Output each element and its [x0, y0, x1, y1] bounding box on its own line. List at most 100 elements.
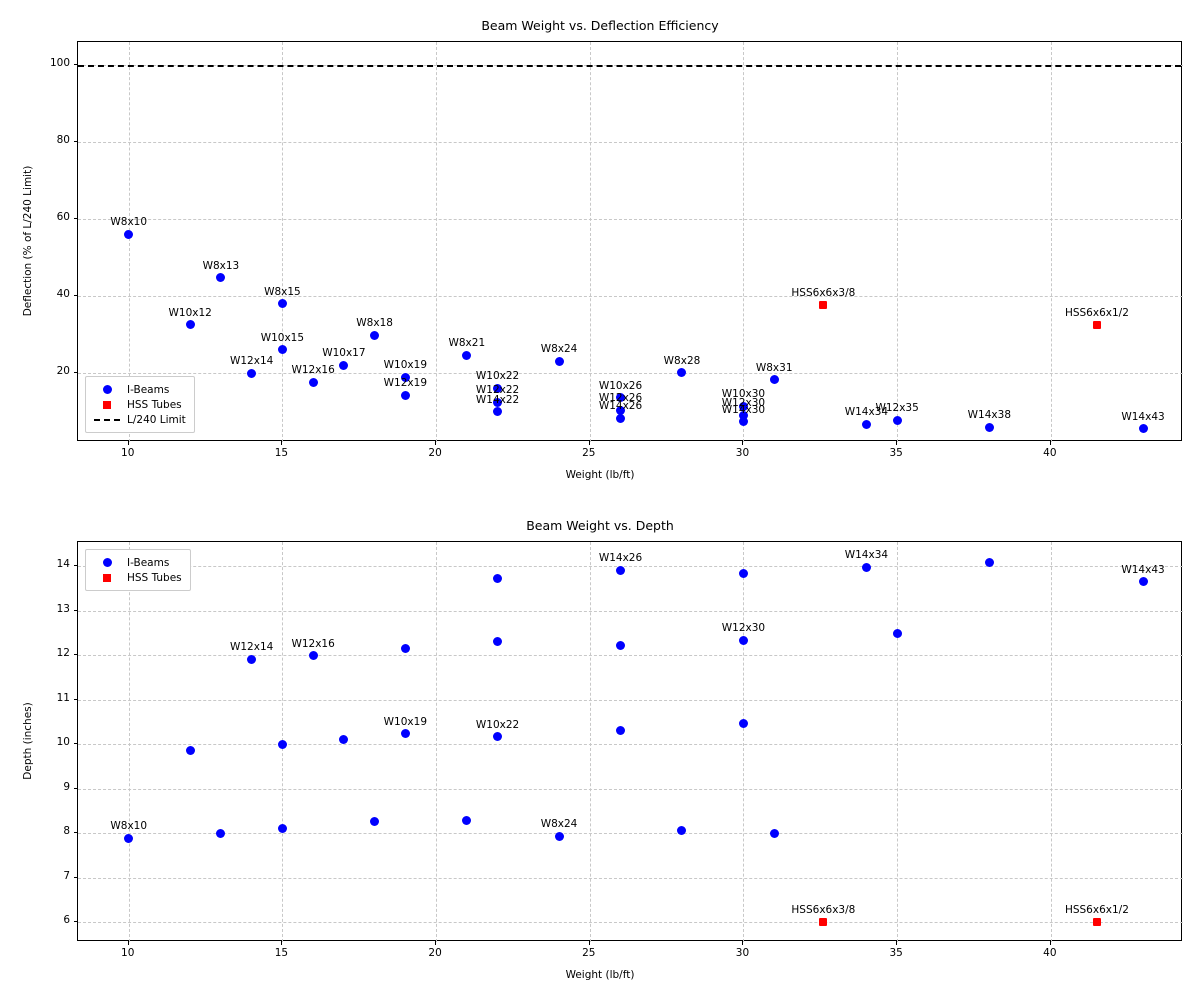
point-label: W10x17	[322, 347, 366, 360]
tick-mark-y	[73, 743, 77, 745]
data-point	[216, 273, 226, 283]
y-tick-label: 13	[56, 602, 70, 615]
tick-mark-x	[281, 941, 283, 945]
tick-mark-x	[896, 941, 898, 945]
data-point	[339, 360, 349, 370]
tick-mark-x	[742, 941, 744, 945]
point-label: W8x31	[755, 361, 793, 374]
chart-legend: I-Beams HSS Tubes	[85, 549, 191, 591]
legend-entry: HSS Tubes	[92, 570, 182, 585]
x-tick-label: 10	[121, 947, 135, 959]
x-tick-label: 20	[428, 447, 442, 459]
x-tick-label: 40	[1043, 447, 1057, 459]
point-label: W10x22	[475, 370, 520, 383]
legend-marker-circle-icon	[92, 385, 122, 394]
y-tick-label: 12	[56, 647, 70, 660]
tick-mark-y	[73, 64, 77, 66]
tick-mark-x	[435, 441, 437, 445]
y-axis-label: Depth (inches)	[22, 702, 34, 780]
point-label: W14x26	[598, 552, 643, 565]
data-point	[738, 635, 748, 645]
point-label: W10x30	[721, 388, 766, 401]
y-tick-label: 40	[56, 287, 70, 300]
tick-mark-x	[435, 941, 437, 945]
chart-panel-deflection: Beam Weight vs. Deflection Efficiency W8x…	[22, 18, 1183, 481]
x-tick-label: 20	[428, 947, 442, 959]
data-point	[462, 816, 472, 826]
data-point	[124, 833, 134, 843]
y-tick-label: 10	[56, 736, 70, 749]
data-point	[277, 740, 287, 750]
data-point	[247, 368, 257, 378]
data-point	[616, 641, 625, 651]
x-tick-label: 15	[274, 947, 289, 959]
gridline-x	[128, 42, 130, 442]
point-label: W10x26	[598, 379, 643, 392]
limit-line	[78, 65, 1181, 68]
data-point	[554, 356, 564, 366]
data-point	[308, 377, 318, 387]
x-axis-label: Weight (lb/ft)	[565, 469, 635, 481]
tick-mark-y	[73, 921, 77, 922]
gridline-x	[128, 542, 130, 942]
tick-mark-x	[281, 441, 283, 445]
point-label: W10x12	[168, 306, 212, 319]
chart-title: Beam Weight vs. Depth	[526, 518, 674, 533]
x-tick-label: 25	[582, 447, 596, 459]
y-tick-label: 100	[49, 57, 70, 70]
point-label: W8x13	[202, 259, 240, 272]
data-point	[1092, 918, 1101, 926]
tick-mark-y	[73, 294, 77, 296]
tick-mark-x	[588, 441, 590, 445]
data-point	[185, 320, 195, 330]
point-label: W10x22	[475, 718, 520, 731]
data-point	[124, 229, 134, 239]
point-label: HSS6x6x1/2	[1064, 306, 1129, 319]
point-label: W12x16	[291, 364, 335, 376]
data-point	[308, 651, 318, 661]
data-point	[400, 643, 410, 653]
tick-mark-x	[127, 441, 129, 445]
data-point	[616, 393, 625, 403]
data-point	[738, 401, 748, 411]
point-label: W12x14	[229, 641, 274, 654]
point-label: W14x34	[844, 406, 889, 419]
gridline-x	[897, 42, 899, 442]
point-label: W12x19	[383, 377, 428, 390]
data-point	[616, 726, 625, 736]
tick-mark-x	[742, 441, 744, 445]
y-tick-label: 11	[56, 691, 70, 704]
y-tick-label: 6	[63, 914, 70, 926]
data-point	[861, 419, 871, 429]
data-point	[339, 734, 349, 744]
point-label: W12x26	[598, 392, 643, 405]
data-point	[616, 405, 625, 415]
data-point	[984, 557, 994, 567]
gridline-x	[1050, 42, 1052, 442]
legend-entry: I-Beams	[92, 555, 182, 570]
gridline-y	[78, 566, 1183, 568]
legend-marker-square-icon	[92, 573, 122, 582]
legend-entry: HSS Tubes	[92, 397, 186, 412]
data-point	[738, 718, 748, 728]
point-label: W10x19	[383, 359, 428, 372]
y-tick-label: 80	[56, 134, 70, 146]
data-point	[493, 383, 503, 393]
legend-label: HSS Tubes	[127, 571, 182, 584]
y-tick-label: 7	[63, 869, 70, 882]
x-tick-label: 35	[889, 447, 903, 459]
x-tick-label: 40	[1043, 947, 1057, 959]
data-point	[185, 745, 195, 755]
data-point	[277, 345, 287, 355]
data-point	[1138, 577, 1148, 587]
gridline-y	[78, 699, 1183, 701]
point-label: W14x43	[1121, 410, 1165, 423]
chart-legend: I-Beams HSS Tubes L/240 Limit	[85, 376, 195, 433]
data-point	[277, 299, 287, 309]
data-point	[370, 817, 380, 827]
gridline-y	[78, 833, 1183, 835]
point-label: W14x34	[844, 549, 889, 562]
point-label: W12x30	[721, 397, 766, 410]
y-tick-label: 9	[63, 780, 70, 793]
